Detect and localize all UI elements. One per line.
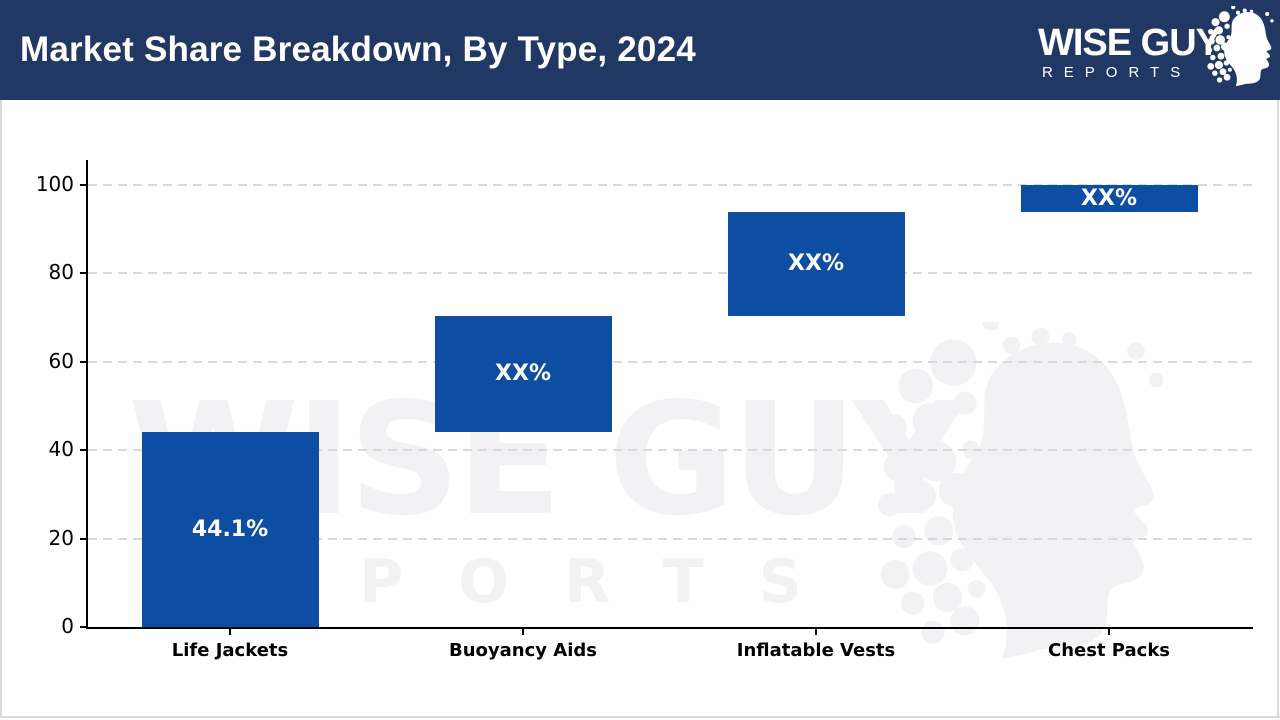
y-axis-line	[86, 160, 88, 629]
x-axis-category-label: Inflatable Vests	[736, 640, 896, 661]
logo-subtitle: REPORTS	[1041, 64, 1192, 81]
gridline	[88, 360, 1253, 363]
watermark-head-icon	[877, 322, 1164, 659]
y-axis-tick	[80, 183, 88, 186]
x-axis-tick	[229, 627, 231, 635]
x-axis-category-label: Chest Packs	[1047, 640, 1171, 661]
y-axis-tick-label: 60	[48, 348, 74, 373]
bar-segment: XX%	[727, 211, 905, 316]
gridline	[88, 272, 1253, 274]
page-title: Market Share Breakdown, By Type, 2024	[20, 30, 696, 69]
bar-value-label: XX%	[495, 361, 551, 387]
bar-value-label: XX%	[1081, 185, 1137, 211]
bar-segment: XX%	[434, 315, 612, 432]
figure-border-left	[0, 100, 2, 717]
x-axis-category-label: Life Jackets	[171, 640, 289, 661]
y-axis-tick-label: 80	[48, 260, 74, 284]
y-axis-tick-label: 40	[48, 437, 74, 461]
y-axis-tick	[80, 537, 88, 540]
x-axis-tick	[1108, 627, 1110, 635]
x-axis-line	[86, 627, 1253, 629]
x-axis-category-label: Buoyancy Aids	[449, 640, 597, 661]
y-axis-tick-label: 0	[61, 614, 74, 638]
y-axis-tick	[80, 626, 88, 628]
bar-value-label: 44.1%	[191, 516, 269, 542]
figure-border-right	[1277, 100, 1279, 717]
logo-wordmark: WISE GUY REPORTS	[1037, 22, 1221, 81]
x-axis-tick	[522, 627, 524, 635]
header: Market Share Breakdown, By Type, 2024 WI…	[0, 0, 1280, 100]
bar-segment: XX%	[1020, 184, 1198, 212]
gridline	[88, 183, 1253, 186]
brand-logo: WISE GUY REPORTS	[1038, 4, 1274, 90]
logo-head-icon	[1206, 6, 1274, 87]
y-axis-tick	[80, 360, 88, 363]
y-axis-tick	[80, 272, 88, 274]
y-axis-tick-label: 20	[48, 525, 74, 550]
bar-value-label: XX%	[788, 251, 844, 277]
figure-border-bottom	[0, 716, 1280, 718]
x-axis-tick	[815, 627, 817, 635]
y-axis-tick	[80, 449, 88, 451]
logo-title: WISE GUY	[1037, 22, 1221, 64]
gridline	[88, 537, 1253, 540]
y-axis-tick-label: 100	[35, 171, 74, 196]
gridline	[88, 449, 1253, 451]
bar-segment: 44.1%	[141, 431, 319, 627]
